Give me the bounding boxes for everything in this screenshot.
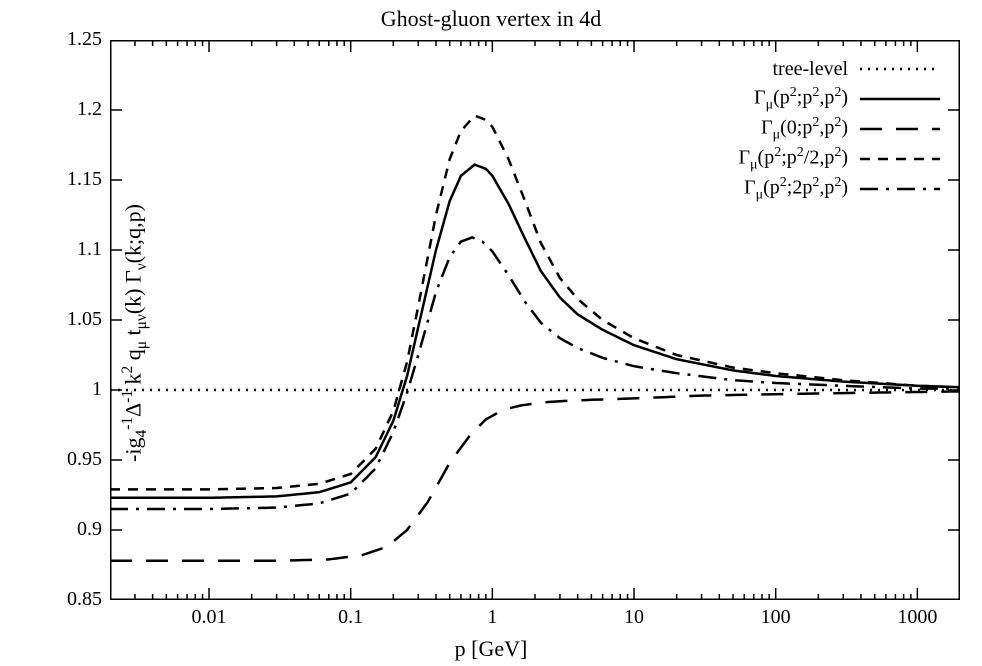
- legend-sample: [860, 84, 940, 114]
- legend-label: Γμ(p2;p2,p2): [754, 85, 848, 114]
- y-tick-label: 1.25: [42, 28, 102, 51]
- x-tick-label: 100: [761, 606, 791, 629]
- chart-container: Ghost-gluon vertex in 4d -ig4-1Δ-1 k2 qμ…: [0, 0, 982, 666]
- legend-row: Γμ(p2;2p2,p2): [738, 174, 940, 204]
- legend-sample: [860, 174, 940, 204]
- legend-row: Γμ(p2;p2,p2): [738, 84, 940, 114]
- y-tick-label: 1.1: [42, 238, 102, 261]
- series-long-dash: [110, 391, 960, 560]
- y-tick-label: 1.2: [42, 98, 102, 121]
- legend-row: Γμ(0;p2,p2): [738, 114, 940, 144]
- y-tick-label: 1.15: [42, 168, 102, 191]
- legend-sample: [860, 144, 940, 174]
- legend-label: Γμ(p2;p2/2,p2): [738, 145, 848, 174]
- chart-title: Ghost-gluon vertex in 4d: [0, 6, 982, 32]
- series-dash-dot: [110, 237, 960, 509]
- x-tick-label: 0.1: [338, 606, 363, 629]
- x-tick-label: 10: [624, 606, 644, 629]
- x-tick-label: 0.01: [192, 606, 227, 629]
- y-tick-label: 1: [42, 378, 102, 401]
- y-tick-label: 0.95: [42, 448, 102, 471]
- y-tick-label: 0.9: [42, 518, 102, 541]
- y-tick-label: 0.85: [42, 588, 102, 611]
- y-tick-label: 1.05: [42, 308, 102, 331]
- legend-label: Γμ(0;p2,p2): [761, 115, 848, 144]
- legend-row: tree-level: [738, 54, 940, 84]
- x-axis-label: p [GeV]: [0, 636, 982, 662]
- legend-row: Γμ(p2;p2/2,p2): [738, 144, 940, 174]
- legend: tree-level Γμ(p2;p2,p2)Γμ(0;p2,p2)Γμ(p2;p…: [738, 54, 940, 204]
- legend-label: Γμ(p2;2p2,p2): [744, 175, 848, 204]
- x-tick-label: 1000: [897, 606, 937, 629]
- legend-label: tree-level: [773, 58, 849, 81]
- series-solid: [110, 165, 960, 498]
- legend-sample: [860, 54, 940, 84]
- legend-sample: [860, 114, 940, 144]
- x-tick-label: 1: [487, 606, 497, 629]
